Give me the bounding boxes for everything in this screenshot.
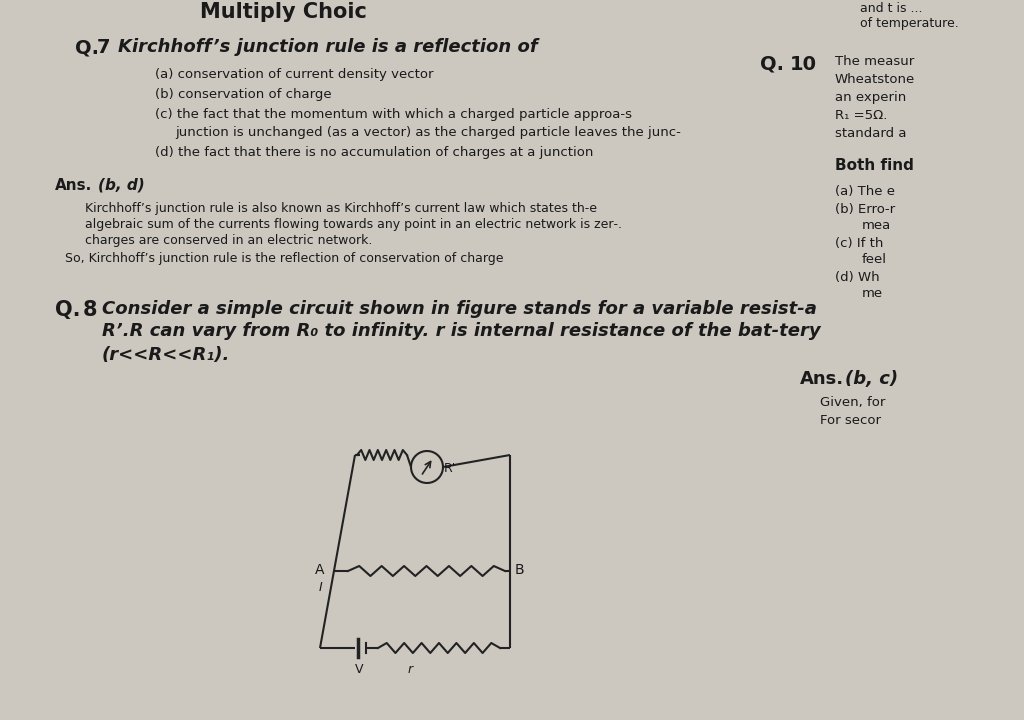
- Text: (a) conservation of current density vector: (a) conservation of current density vect…: [155, 68, 433, 81]
- Text: Ans.: Ans.: [800, 370, 844, 388]
- Text: r: r: [408, 663, 413, 676]
- Text: Multiply Choic: Multiply Choic: [200, 2, 367, 22]
- Text: Wheatstone: Wheatstone: [835, 73, 915, 86]
- Text: A: A: [315, 563, 325, 577]
- Text: 7: 7: [97, 38, 111, 57]
- Text: Q.: Q.: [55, 300, 81, 320]
- Text: B: B: [515, 563, 524, 577]
- Text: (r<<R<<R₁).: (r<<R<<R₁).: [102, 346, 230, 364]
- Text: R₁ =5Ω.: R₁ =5Ω.: [835, 109, 888, 122]
- Text: charges are conserved in an electric network.: charges are conserved in an electric net…: [85, 234, 373, 247]
- Text: (b) Erro­r: (b) Erro­r: [835, 203, 895, 216]
- Text: (d) Wh: (d) Wh: [835, 271, 880, 284]
- Text: (b, c): (b, c): [845, 370, 898, 388]
- Text: Ans.: Ans.: [55, 178, 92, 193]
- Text: standard a: standard a: [835, 127, 906, 140]
- Text: Q.: Q.: [75, 38, 99, 57]
- Text: The measur: The measur: [835, 55, 914, 68]
- Text: I: I: [319, 581, 323, 594]
- Text: R': R': [444, 462, 457, 475]
- Text: Kirchhoff’s junction rule is a reflection of: Kirchhoff’s junction rule is a reflectio…: [118, 38, 538, 56]
- Text: of temperature.: of temperature.: [860, 17, 958, 30]
- Text: (a) The e: (a) The e: [835, 185, 895, 198]
- Text: and t is ...: and t is ...: [860, 2, 923, 15]
- Text: R’.R can vary from R₀ to infinity. r is internal resistance of the bat­tery: R’.R can vary from R₀ to infinity. r is …: [102, 322, 820, 340]
- Text: mea: mea: [862, 219, 891, 232]
- Text: junction is unchanged (as a vector) as the charged particle leaves the junc­: junction is unchanged (as a vector) as t…: [175, 126, 681, 139]
- Text: (c) the fact that the momentum with which a charged particle approa­s: (c) the fact that the momentum with whic…: [155, 108, 632, 121]
- Text: For secor: For secor: [820, 414, 881, 427]
- Text: V: V: [355, 663, 364, 676]
- Text: 8: 8: [83, 300, 97, 320]
- Text: Consider a simple circuit shown in figure stands for a variable resist­a: Consider a simple circuit shown in figur…: [102, 300, 817, 318]
- Text: (b) conservation of charge: (b) conservation of charge: [155, 88, 332, 101]
- Text: (b, d): (b, d): [98, 178, 144, 193]
- Text: Q.: Q.: [760, 55, 784, 74]
- Text: Kirchhoff’s junction rule is also known as Kirchhoff’s current law which states : Kirchhoff’s junction rule is also known …: [85, 202, 597, 215]
- Text: me: me: [862, 287, 883, 300]
- Text: Both find: Both find: [835, 158, 913, 173]
- Text: algebraic sum of the currents flowing towards any point in an electric network i: algebraic sum of the currents flowing to…: [85, 218, 622, 231]
- Text: So, Kirchhoff’s junction rule is the reflection of conservation of charge: So, Kirchhoff’s junction rule is the ref…: [65, 252, 504, 265]
- Text: an experin: an experin: [835, 91, 906, 104]
- Text: Given, for: Given, for: [820, 396, 886, 409]
- Text: (d) the fact that there is no accumulation of charges at a junction: (d) the fact that there is no accumulati…: [155, 146, 593, 159]
- Text: feel: feel: [862, 253, 887, 266]
- Text: 10: 10: [790, 55, 817, 74]
- Text: (c) If th: (c) If th: [835, 237, 884, 250]
